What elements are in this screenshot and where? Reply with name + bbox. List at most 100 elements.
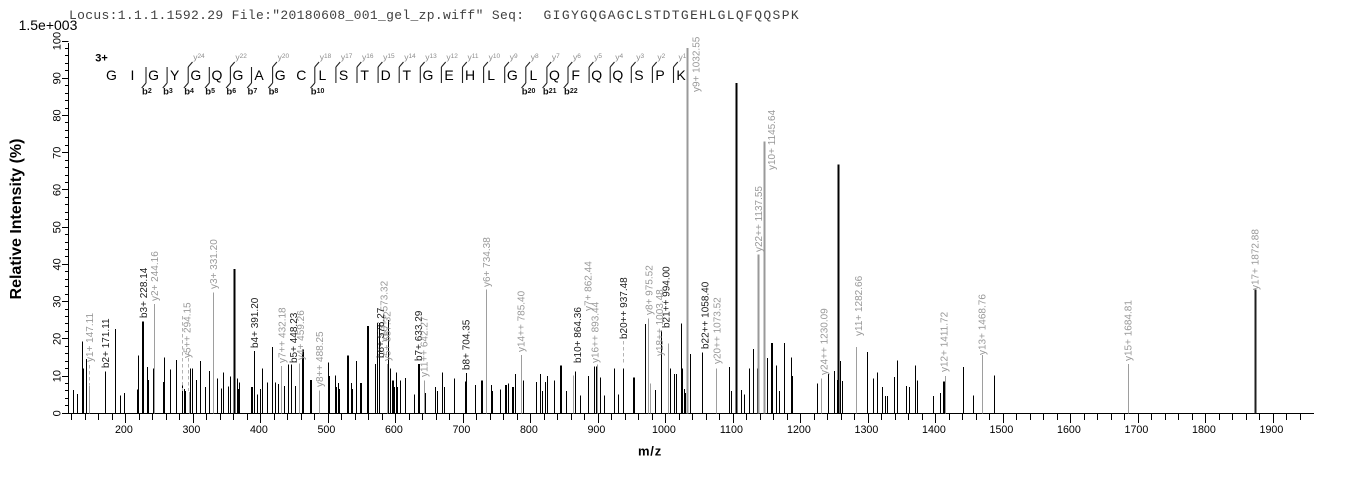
svg-text:3+: 3+ — [95, 53, 108, 65]
svg-text:C: C — [296, 67, 306, 83]
svg-text:y7+ 862.44: y7+ 862.44 — [584, 261, 595, 311]
svg-text:L: L — [530, 67, 538, 83]
svg-text:y3+ 331.20: y3+ 331.20 — [209, 239, 220, 289]
svg-text:300: 300 — [182, 424, 200, 436]
svg-text:700: 700 — [452, 424, 470, 436]
svg-text:y6: y6 — [573, 52, 581, 62]
svg-text:T: T — [403, 67, 412, 83]
svg-text:I: I — [131, 67, 135, 83]
svg-text:y1+ 147.11: y1+ 147.11 — [85, 313, 96, 362]
svg-text:40: 40 — [52, 258, 64, 270]
svg-text:K: K — [676, 67, 686, 83]
svg-text:S: S — [634, 67, 643, 83]
svg-text:10: 10 — [52, 370, 64, 382]
svg-text:1300: 1300 — [855, 424, 879, 436]
svg-text:GIGYGQGAGCLSTDTGEHLGLQFQQSPK: GIGYGQGAGCLSTDTGEHLGLQFQQSPK — [544, 8, 801, 23]
svg-text:y4: y4 — [615, 52, 623, 62]
svg-text:b2: b2 — [142, 87, 152, 98]
svg-text:y20: y20 — [278, 52, 290, 62]
svg-text:1900: 1900 — [1260, 424, 1284, 436]
svg-text:y15: y15 — [383, 52, 395, 62]
svg-text:Q: Q — [612, 67, 623, 83]
svg-text:b6+ 576.27: b6+ 576.27 — [376, 307, 387, 358]
svg-text:20: 20 — [52, 333, 64, 345]
svg-text:80: 80 — [52, 109, 64, 121]
svg-text:y8++ 488.25: y8++ 488.25 — [315, 331, 326, 387]
svg-text:y1: y1 — [679, 52, 687, 62]
svg-text:y7: y7 — [552, 52, 560, 62]
svg-text:1800: 1800 — [1192, 424, 1216, 436]
svg-text:y16: y16 — [362, 52, 374, 62]
svg-text:y5+ 587.32: y5+ 587.32 — [383, 311, 394, 361]
svg-text:y8: y8 — [531, 52, 539, 62]
svg-text:200: 200 — [115, 424, 133, 436]
svg-text:y5++ 294.15: y5++ 294.15 — [182, 302, 193, 358]
svg-text:y10++ 573.32: y10++ 573.32 — [380, 280, 391, 342]
svg-text:100: 100 — [52, 32, 64, 50]
svg-text:m/z: m/z — [638, 444, 662, 459]
svg-text:b8: b8 — [269, 87, 279, 98]
svg-text:70: 70 — [52, 147, 64, 159]
svg-text:900: 900 — [587, 424, 605, 436]
svg-text:y11++ 642.27: y11++ 642.27 — [420, 316, 431, 377]
svg-text:P: P — [655, 67, 664, 83]
svg-text:G: G — [148, 67, 159, 83]
svg-text:90: 90 — [52, 72, 64, 84]
svg-text:Q: Q — [211, 67, 222, 83]
svg-text:y13: y13 — [425, 52, 437, 62]
svg-text:1600: 1600 — [1057, 424, 1081, 436]
svg-text:b5+ 448.23: b5+ 448.23 — [289, 312, 300, 363]
svg-text:y9: y9 — [510, 52, 518, 62]
svg-text:50: 50 — [52, 221, 64, 233]
svg-text:y13+ 1468.76: y13+ 1468.76 — [978, 294, 989, 355]
svg-text:b20++ 937.48: b20++ 937.48 — [619, 277, 630, 339]
svg-text:y11: y11 — [468, 52, 479, 62]
svg-text:y7++ 432.18: y7++ 432.18 — [277, 307, 288, 363]
svg-text:y2+ 244.16: y2+ 244.16 — [150, 251, 161, 301]
svg-text:y10: y10 — [489, 52, 501, 62]
svg-text:G: G — [106, 67, 117, 83]
svg-text:D: D — [381, 67, 391, 83]
svg-text:b21: b21 — [543, 87, 557, 98]
svg-text:G: G — [275, 67, 286, 83]
svg-text:y18: y18 — [320, 52, 332, 62]
svg-text:60: 60 — [52, 184, 64, 196]
svg-text:500: 500 — [317, 424, 335, 436]
svg-text:1.5e+003: 1.5e+003 — [19, 17, 78, 33]
svg-text:1700: 1700 — [1125, 424, 1149, 436]
svg-text:30: 30 — [52, 295, 64, 307]
svg-text:L: L — [319, 67, 327, 83]
svg-text:y24++ 1230.09: y24++ 1230.09 — [819, 308, 830, 375]
svg-text:y15+ 1684.81: y15+ 1684.81 — [1123, 300, 1134, 361]
svg-text:y14: y14 — [404, 52, 416, 62]
svg-text:G: G — [507, 67, 518, 83]
svg-text:L: L — [487, 67, 495, 83]
svg-text:b2+ 171.11: b2+ 171.11 — [101, 318, 112, 368]
svg-text:y9+ 1032.55: y9+ 1032.55 — [691, 36, 702, 92]
svg-text:Locus:1.1.1.1592.29 File:"2018: Locus:1.1.1.1592.29 File:"20180608_001_g… — [69, 8, 524, 23]
svg-text:y10+ 1145.64: y10+ 1145.64 — [767, 109, 778, 170]
svg-text:b5: b5 — [205, 87, 215, 98]
svg-text:600: 600 — [385, 424, 403, 436]
svg-text:y20++ 1073.52: y20++ 1073.52 — [712, 297, 723, 364]
svg-text:b7+ 633.29: b7+ 633.29 — [414, 310, 425, 361]
svg-text:400: 400 — [250, 424, 268, 436]
svg-text:y11+ 1282.66: y11+ 1282.66 — [854, 275, 865, 336]
svg-text:Y: Y — [170, 67, 180, 83]
svg-text:H: H — [465, 67, 475, 83]
svg-text:y4+ 459.26: y4+ 459.26 — [296, 310, 307, 360]
svg-text:b22++ 1058.40: b22++ 1058.40 — [701, 281, 712, 349]
svg-text:b10+ 864.36: b10+ 864.36 — [573, 307, 584, 363]
svg-text:1100: 1100 — [720, 424, 743, 436]
svg-text:b8+ 704.35: b8+ 704.35 — [461, 319, 472, 370]
svg-text:y12+ 1411.72: y12+ 1411.72 — [940, 311, 951, 372]
svg-text:y22++ 1137.55: y22++ 1137.55 — [754, 186, 765, 252]
svg-text:y17+ 1872.88: y17+ 1872.88 — [1250, 229, 1261, 290]
svg-text:b7: b7 — [248, 87, 258, 98]
svg-text:y16++ 893.44: y16++ 893.44 — [591, 301, 602, 363]
svg-text:b6: b6 — [226, 87, 236, 98]
svg-text:S: S — [339, 67, 348, 83]
svg-text:y6+ 734.38: y6+ 734.38 — [482, 237, 493, 287]
svg-text:G: G — [422, 67, 433, 83]
svg-text:b20: b20 — [522, 87, 536, 98]
